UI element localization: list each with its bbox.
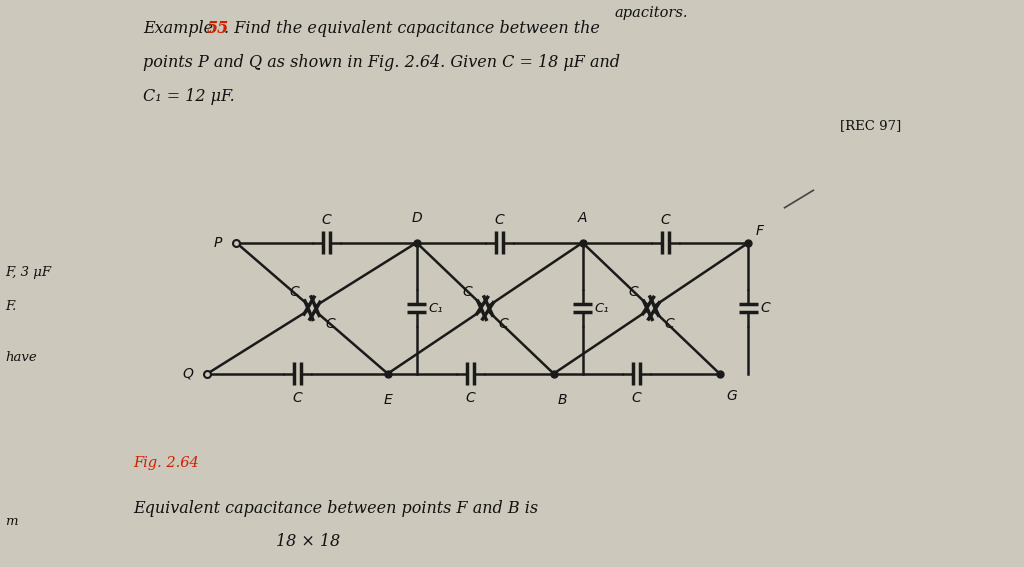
Text: C: C [761, 301, 770, 315]
Text: C₁: C₁ [595, 302, 609, 315]
Text: m: m [5, 515, 17, 528]
Text: P: P [213, 236, 222, 249]
Text: F: F [756, 225, 764, 238]
Text: C: C [326, 317, 335, 331]
Text: C: C [495, 213, 505, 227]
Text: C₁: C₁ [429, 302, 443, 315]
Text: points P and Q as shown in Fig. 2.64. Given C = 18 μF and: points P and Q as shown in Fig. 2.64. Gi… [143, 54, 621, 71]
Text: C: C [462, 285, 472, 299]
Text: Equivalent capacitance between points F and B is: Equivalent capacitance between points F … [133, 500, 539, 517]
Text: C: C [466, 391, 475, 405]
Text: Q: Q [182, 367, 193, 380]
Text: C: C [293, 391, 302, 405]
Text: [REC 97]: [REC 97] [840, 119, 901, 132]
Text: C₁ = 12 μF.: C₁ = 12 μF. [143, 88, 236, 105]
Text: apacitors.: apacitors. [614, 6, 688, 20]
Text: C: C [628, 285, 638, 299]
Text: G: G [727, 390, 737, 403]
Text: F.: F. [5, 300, 16, 312]
Text: Example: Example [143, 20, 213, 37]
Text: 18 × 18: 18 × 18 [276, 533, 341, 550]
Text: C: C [322, 213, 332, 227]
Text: E: E [383, 393, 392, 407]
Text: C: C [660, 213, 671, 227]
Text: C: C [289, 285, 299, 299]
Text: C: C [632, 391, 641, 405]
Text: C: C [499, 317, 508, 331]
Text: . Find the equivalent capacitance between the: . Find the equivalent capacitance betwee… [224, 20, 600, 37]
Text: C: C [665, 317, 674, 331]
Text: 55: 55 [207, 20, 229, 37]
Text: F, 3 μF: F, 3 μF [5, 266, 51, 278]
Text: Fig. 2.64: Fig. 2.64 [133, 456, 199, 471]
Text: D: D [412, 211, 422, 225]
Text: A: A [578, 211, 588, 225]
Text: have: have [5, 351, 37, 363]
Text: B: B [557, 393, 566, 407]
